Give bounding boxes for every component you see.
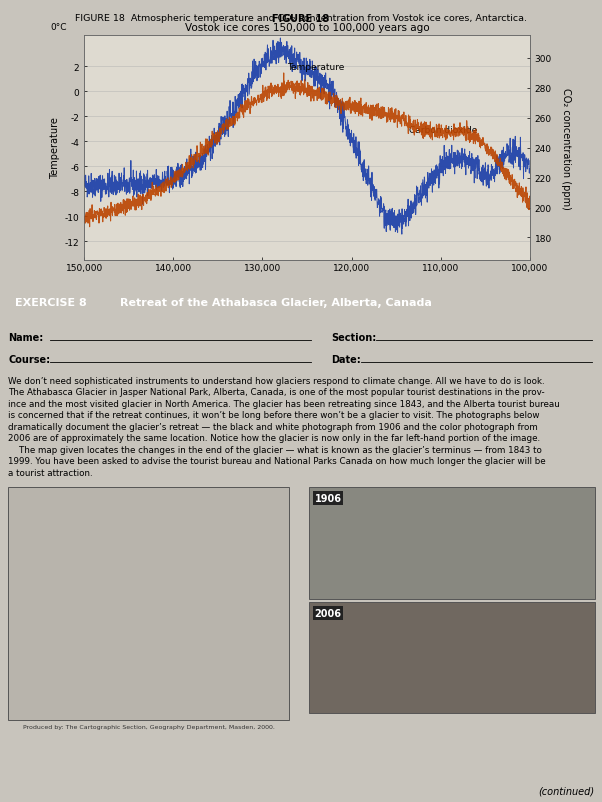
Text: Carbon dioxide: Carbon dioxide xyxy=(409,126,478,135)
Text: 2006: 2006 xyxy=(315,608,341,618)
Text: ince and the most visited glacier in North America. The glacier has been retreat: ince and the most visited glacier in Nor… xyxy=(8,399,560,408)
Text: Section:: Section: xyxy=(331,332,376,342)
Text: a tourist attraction.: a tourist attraction. xyxy=(8,468,93,477)
Text: Produced by: The Cartographic Section, Geography Department, Masden, 2000.: Produced by: The Cartographic Section, G… xyxy=(22,724,275,729)
Text: Temperature: Temperature xyxy=(287,63,344,72)
Text: 2006 are of approximately the same location. Notice how the glacier is now only : 2006 are of approximately the same locat… xyxy=(8,434,540,443)
Text: dramatically document the glacier’s retreat — the black and white photograph fro: dramatically document the glacier’s retr… xyxy=(8,423,538,431)
Text: The map given locates the changes in the end of the glacier — what is known as t: The map given locates the changes in the… xyxy=(8,445,542,454)
Text: Retreat of the Athabasca Glacier, Alberta, Canada: Retreat of the Athabasca Glacier, Albert… xyxy=(120,298,432,308)
Text: The Athabasca Glacier in Jasper National Park, Alberta, Canada, is one of the mo: The Athabasca Glacier in Jasper National… xyxy=(8,388,545,397)
Text: Name:: Name: xyxy=(8,332,43,342)
Bar xyxy=(8,488,289,720)
Text: Course:: Course: xyxy=(8,354,50,364)
FancyBboxPatch shape xyxy=(313,606,343,620)
Text: 1999. You have been asked to advise the tourist bureau and National Parks Canada: 1999. You have been asked to advise the … xyxy=(8,456,545,466)
Y-axis label: Temperature: Temperature xyxy=(51,117,61,180)
Text: (continued): (continued) xyxy=(538,786,594,796)
Title: Vostok ice cores 150,000 to 100,000 years ago: Vostok ice cores 150,000 to 100,000 year… xyxy=(185,22,429,33)
Y-axis label: CO₂ concentration (ppm): CO₂ concentration (ppm) xyxy=(561,87,571,209)
Text: We don’t need sophisticated instruments to understand how glaciers respond to cl: We don’t need sophisticated instruments … xyxy=(8,376,545,385)
Text: is concerned that if the retreat continues, it won’t be long before there won’t : is concerned that if the retreat continu… xyxy=(8,411,539,419)
Text: FIGURE 18: FIGURE 18 xyxy=(273,14,329,24)
Bar xyxy=(309,488,595,599)
Text: Date:: Date: xyxy=(331,354,361,364)
Text: 1906: 1906 xyxy=(315,494,341,504)
Text: EXERCISE 8: EXERCISE 8 xyxy=(15,298,87,308)
Text: 0°C: 0°C xyxy=(51,22,67,31)
Text: FIGURE 18  Atmospheric temperature and CO₂ concentration from Vostok ice cores, : FIGURE 18 Atmospheric temperature and CO… xyxy=(75,14,527,23)
Bar xyxy=(309,602,595,713)
FancyBboxPatch shape xyxy=(313,492,343,505)
